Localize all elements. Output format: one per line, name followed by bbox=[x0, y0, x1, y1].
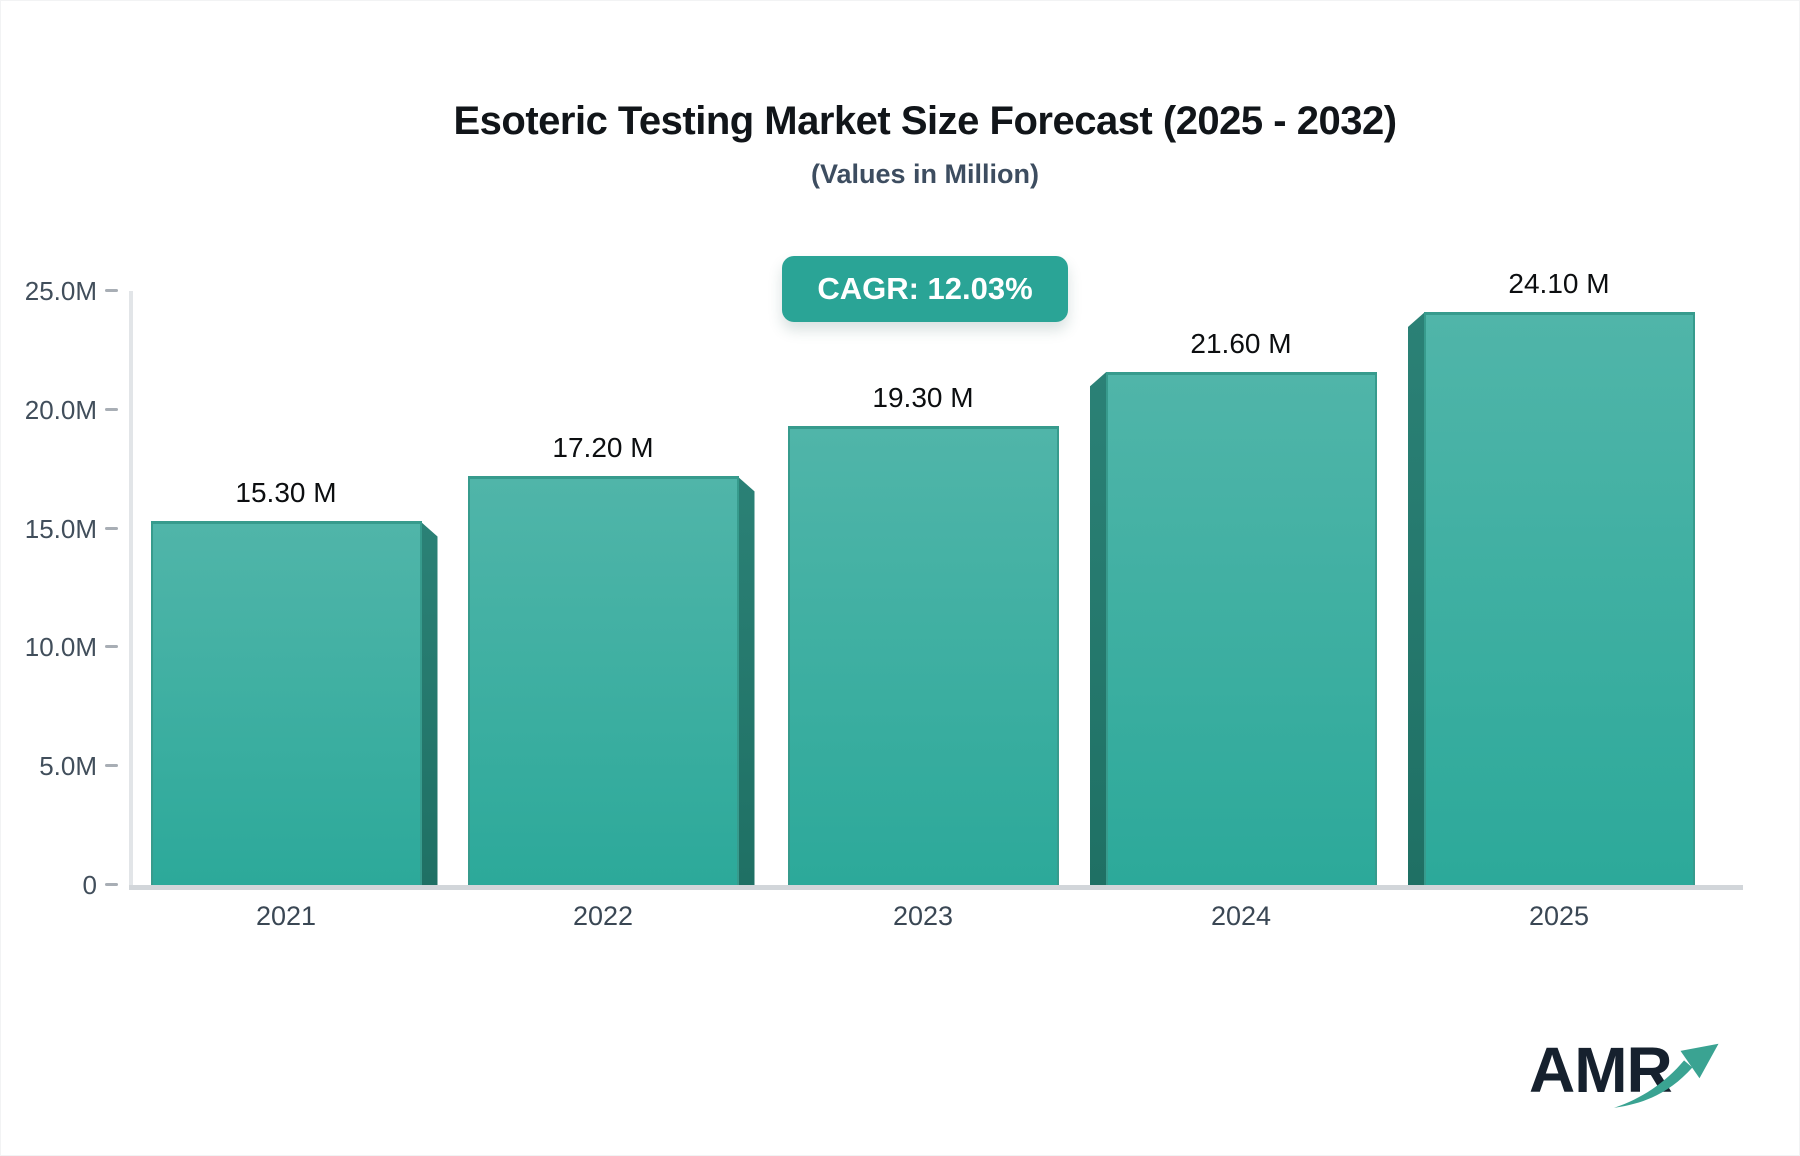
bar bbox=[1105, 371, 1377, 885]
bar bbox=[150, 521, 422, 885]
bar-value-label: 17.20 M bbox=[552, 432, 654, 464]
x-axis-label: 2021 bbox=[255, 901, 317, 931]
x-axis-line bbox=[129, 885, 1743, 890]
x-axis-label: 2024 bbox=[1210, 901, 1272, 931]
y-tick-label: 15.0M bbox=[24, 513, 97, 544]
y-tick-mark bbox=[105, 645, 118, 649]
bar-value-label: 21.60 M bbox=[1190, 327, 1292, 359]
chart-header: Esoteric Testing Market Size Forecast (2… bbox=[51, 97, 1799, 190]
y-tick-label: 20.0M bbox=[24, 394, 97, 425]
y-tick-mark bbox=[105, 407, 118, 411]
y-axis-line bbox=[129, 291, 133, 890]
y-tick-mark bbox=[105, 289, 118, 292]
chart-title: Esoteric Testing Market Size Forecast (2… bbox=[453, 99, 1397, 143]
y-tick-label: 10.0M bbox=[24, 632, 97, 663]
bar bbox=[467, 476, 739, 885]
y-tick-mark bbox=[105, 526, 118, 530]
bar-3d-shadow bbox=[420, 521, 438, 885]
y-tick-label: 25.0M bbox=[24, 276, 97, 306]
amr-logo: AMR bbox=[1529, 1033, 1789, 1143]
chart-subtitle: (Values in Million) bbox=[810, 159, 1040, 189]
y-tick-label: 5.0M bbox=[39, 751, 97, 782]
growth-arrow-icon bbox=[1614, 1043, 1719, 1108]
bar bbox=[787, 426, 1059, 885]
bar-3d-shadow bbox=[1089, 371, 1107, 885]
bar-3d-shadow bbox=[1407, 312, 1425, 885]
y-tick-mark bbox=[105, 883, 118, 886]
cagr-badge: CAGR: 12.03% bbox=[782, 256, 1068, 322]
x-axis-label: 2023 bbox=[892, 901, 954, 931]
bar-3d-shadow bbox=[737, 476, 755, 885]
y-tick-label: 0 bbox=[82, 870, 97, 900]
bar-value-label: 19.30 M bbox=[872, 382, 974, 414]
bar bbox=[1423, 312, 1695, 885]
y-tick-mark bbox=[105, 764, 118, 768]
x-axis-label: 2022 bbox=[572, 901, 634, 931]
bar-value-label: 24.10 M bbox=[1508, 268, 1610, 300]
x-axis-label: 2025 bbox=[1528, 901, 1590, 931]
bar-value-label: 15.30 M bbox=[235, 477, 337, 509]
